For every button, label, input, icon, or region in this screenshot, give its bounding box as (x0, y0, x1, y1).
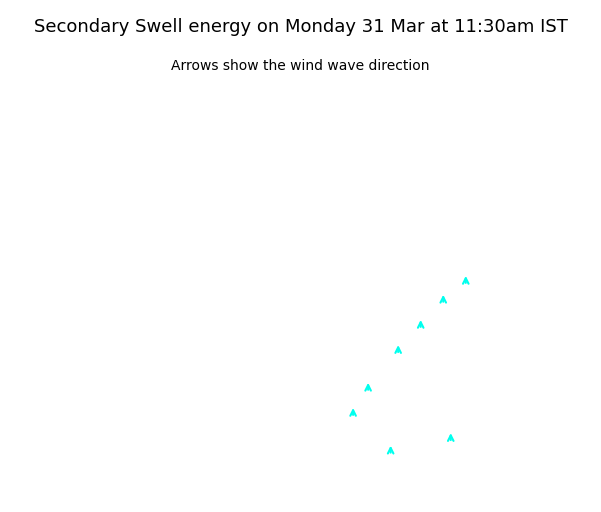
Text: Secondary Swell energy on Monday 31 Mar at 11:30am IST: Secondary Swell energy on Monday 31 Mar … (34, 18, 567, 36)
Text: Arrows show the wind wave direction: Arrows show the wind wave direction (171, 59, 430, 73)
